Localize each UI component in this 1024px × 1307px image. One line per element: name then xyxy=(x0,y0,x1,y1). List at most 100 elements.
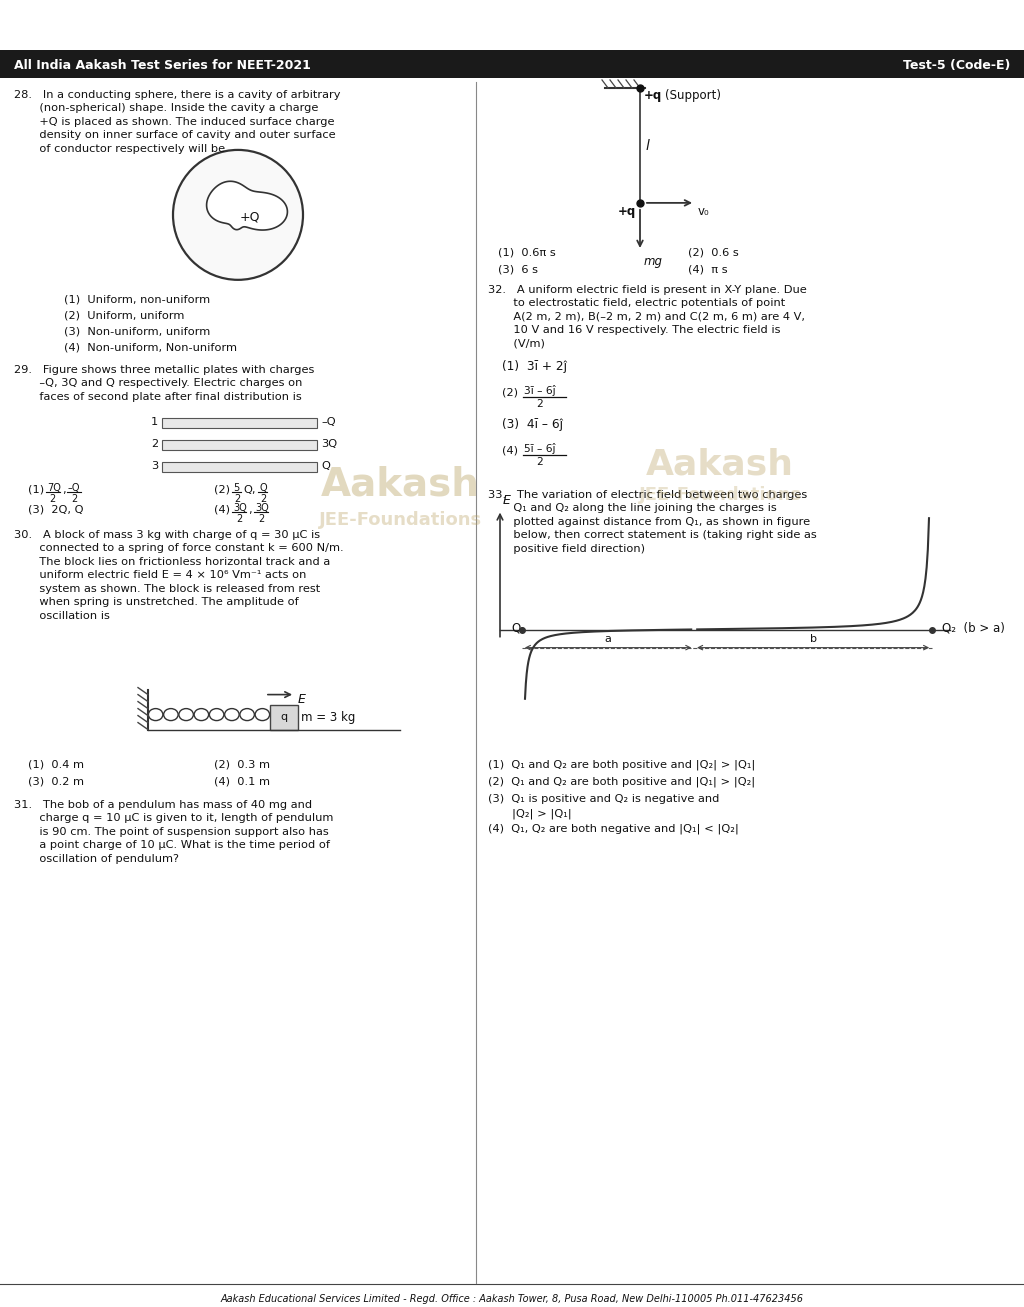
Text: 3Q: 3Q xyxy=(255,503,268,512)
Text: q: q xyxy=(281,712,288,721)
Bar xyxy=(0,50,1024,78)
Text: –Q, 3Q and Q respectively. Electric charges on: –Q, 3Q and Q respectively. Electric char… xyxy=(14,378,302,388)
Text: 5ī – 6ĵ: 5ī – 6ĵ xyxy=(524,443,555,454)
Text: 2: 2 xyxy=(260,494,266,503)
Bar xyxy=(162,461,317,472)
Text: (1)  Q₁ and Q₂ are both positive and |Q₂| > |Q₁|: (1) Q₁ and Q₂ are both positive and |Q₂|… xyxy=(488,759,756,770)
Text: –Q: –Q xyxy=(321,417,336,427)
Text: 2: 2 xyxy=(236,514,243,524)
Text: Q₁: Q₁ xyxy=(511,622,525,635)
Text: 28.   In a conducting sphere, there is a cavity of arbitrary: 28. In a conducting sphere, there is a c… xyxy=(14,90,341,99)
Text: Aakash Educational Services Limited - Regd. Office : Aakash Tower, 8, Pusa Road,: Aakash Educational Services Limited - Re… xyxy=(220,1294,804,1304)
Text: (4): (4) xyxy=(214,505,230,515)
Text: (1)  Uniform, non-uniform: (1) Uniform, non-uniform xyxy=(63,295,210,305)
Text: system as shown. The block is released from rest: system as shown. The block is released f… xyxy=(14,584,321,593)
Text: 10 V and 16 V respectively. The electric field is: 10 V and 16 V respectively. The electric… xyxy=(488,325,780,336)
Bar xyxy=(270,704,298,729)
Text: (non-spherical) shape. Inside the cavity a charge: (non-spherical) shape. Inside the cavity… xyxy=(14,103,318,114)
Text: –Q: –Q xyxy=(68,482,81,493)
Text: |Q₂| > |Q₁|: |Q₂| > |Q₁| xyxy=(512,809,571,819)
Text: 29.   Figure shows three metallic plates with charges: 29. Figure shows three metallic plates w… xyxy=(14,365,314,375)
Text: m = 3 kg: m = 3 kg xyxy=(301,711,355,724)
Text: (V/m): (V/m) xyxy=(488,339,545,349)
Text: (3)  6 s: (3) 6 s xyxy=(498,265,538,274)
Text: (2)  Uniform, uniform: (2) Uniform, uniform xyxy=(63,311,184,320)
Text: (Support): (Support) xyxy=(665,89,721,102)
Text: 2: 2 xyxy=(258,514,264,524)
Text: All India Aakash Test Series for NEET-2021: All India Aakash Test Series for NEET-20… xyxy=(14,59,311,72)
Text: oscillation of pendulum?: oscillation of pendulum? xyxy=(14,853,179,864)
Bar xyxy=(162,418,317,427)
Text: JEE-Foundations: JEE-Foundations xyxy=(638,486,802,503)
Text: ,: , xyxy=(248,505,252,515)
Text: (2)  0.6 s: (2) 0.6 s xyxy=(688,248,738,257)
Text: 2: 2 xyxy=(71,494,77,503)
Text: mg: mg xyxy=(644,255,663,268)
Text: (2)  0.3 m: (2) 0.3 m xyxy=(214,759,270,770)
Text: below, then correct statement is (taking right side as: below, then correct statement is (taking… xyxy=(488,531,817,540)
Text: (1)  0.4 m: (1) 0.4 m xyxy=(28,759,84,770)
Text: (3)  0.2 m: (3) 0.2 m xyxy=(28,776,84,787)
Text: b: b xyxy=(810,634,816,643)
Text: 3Q: 3Q xyxy=(233,503,247,512)
Text: 2: 2 xyxy=(537,399,544,409)
Text: connected to a spring of force constant k = 600 N/m.: connected to a spring of force constant … xyxy=(14,544,344,553)
Text: 3Q: 3Q xyxy=(321,439,337,448)
Text: 5: 5 xyxy=(233,482,240,493)
Text: a point charge of 10 μC. What is the time period of: a point charge of 10 μC. What is the tim… xyxy=(14,840,330,850)
Text: A(2 m, 2 m), B(–2 m, 2 m) and C(2 m, 6 m) are 4 V,: A(2 m, 2 m), B(–2 m, 2 m) and C(2 m, 6 m… xyxy=(488,312,805,322)
Bar xyxy=(162,439,317,450)
Text: is 90 cm. The point of suspension support also has: is 90 cm. The point of suspension suppor… xyxy=(14,826,329,836)
Text: (4)  Q₁, Q₂ are both negative and |Q₁| < |Q₂|: (4) Q₁, Q₂ are both negative and |Q₁| < … xyxy=(488,823,739,834)
Text: 2: 2 xyxy=(537,456,544,467)
Text: oscillation is: oscillation is xyxy=(14,610,110,621)
Circle shape xyxy=(173,150,303,280)
Text: uniform electric field E = 4 × 10⁶ Vm⁻¹ acts on: uniform electric field E = 4 × 10⁶ Vm⁻¹ … xyxy=(14,570,306,580)
Text: 2: 2 xyxy=(49,494,55,503)
Text: +q: +q xyxy=(644,89,663,102)
Text: 3: 3 xyxy=(151,461,158,471)
Text: to electrostatic field, electric potentials of point: to electrostatic field, electric potenti… xyxy=(488,298,785,308)
Text: 1: 1 xyxy=(151,417,158,427)
Text: (2)  Q₁ and Q₂ are both positive and |Q₁| > |Q₂|: (2) Q₁ and Q₂ are both positive and |Q₁|… xyxy=(488,776,756,787)
Text: charge q = 10 μC is given to it, length of pendulum: charge q = 10 μC is given to it, length … xyxy=(14,813,334,823)
Text: ,: , xyxy=(62,485,66,495)
Text: (3)  Q₁ is positive and Q₂ is negative and: (3) Q₁ is positive and Q₂ is negative an… xyxy=(488,793,720,804)
Text: 32.   A uniform electric field is present in X-Y plane. Due: 32. A uniform electric field is present … xyxy=(488,285,807,295)
Text: 3ī – 6ĵ: 3ī – 6ĵ xyxy=(524,384,556,396)
Text: Q: Q xyxy=(259,482,266,493)
Text: (4)  0.1 m: (4) 0.1 m xyxy=(214,776,270,787)
Text: 7Q: 7Q xyxy=(47,482,60,493)
Text: l: l xyxy=(646,139,650,153)
Text: (3)  2Q, Q: (3) 2Q, Q xyxy=(28,505,84,515)
Text: Test-5 (Code-E): Test-5 (Code-E) xyxy=(902,59,1010,72)
Text: when spring is unstretched. The amplitude of: when spring is unstretched. The amplitud… xyxy=(14,597,299,608)
Text: Q₁ and Q₂ along the line joining the charges is: Q₁ and Q₂ along the line joining the cha… xyxy=(488,503,777,514)
Text: 31.   The bob of a pendulum has mass of 40 mg and: 31. The bob of a pendulum has mass of 40… xyxy=(14,800,312,809)
Text: of conductor respectively will be: of conductor respectively will be xyxy=(14,144,225,154)
Text: +Q: +Q xyxy=(240,210,260,223)
Text: (1)  0.6π s: (1) 0.6π s xyxy=(498,248,556,257)
Text: 2: 2 xyxy=(234,494,241,503)
Text: E: E xyxy=(503,494,511,507)
Text: +q: +q xyxy=(618,205,636,218)
Text: 2: 2 xyxy=(151,439,158,448)
Text: (4)  Non-uniform, Non-uniform: (4) Non-uniform, Non-uniform xyxy=(63,342,237,353)
Text: E: E xyxy=(298,693,306,706)
Text: (3)  4ī – 6ĵ: (3) 4ī – 6ĵ xyxy=(502,418,563,431)
Text: (2): (2) xyxy=(502,388,518,397)
Text: (1)  3ī + 2ĵ: (1) 3ī + 2ĵ xyxy=(502,359,567,372)
Text: Q: Q xyxy=(321,461,330,471)
Text: 30.   A block of mass 3 kg with charge of q = 30 μC is: 30. A block of mass 3 kg with charge of … xyxy=(14,529,321,540)
Text: Q,: Q, xyxy=(243,485,256,495)
Text: 33.   The variation of electric field between two charges: 33. The variation of electric field betw… xyxy=(488,490,807,499)
Text: (4): (4) xyxy=(502,446,518,456)
Text: Aakash: Aakash xyxy=(321,465,479,503)
Text: plotted against distance from Q₁, as shown in figure: plotted against distance from Q₁, as sho… xyxy=(488,516,810,527)
Text: (4)  π s: (4) π s xyxy=(688,265,728,274)
Text: Aakash: Aakash xyxy=(646,448,794,482)
Text: density on inner surface of cavity and outer surface: density on inner surface of cavity and o… xyxy=(14,131,336,140)
Text: a: a xyxy=(604,634,611,643)
Text: JEE-Foundations: JEE-Foundations xyxy=(318,511,481,529)
Text: The block lies on frictionless horizontal track and a: The block lies on frictionless horizonta… xyxy=(14,557,331,567)
